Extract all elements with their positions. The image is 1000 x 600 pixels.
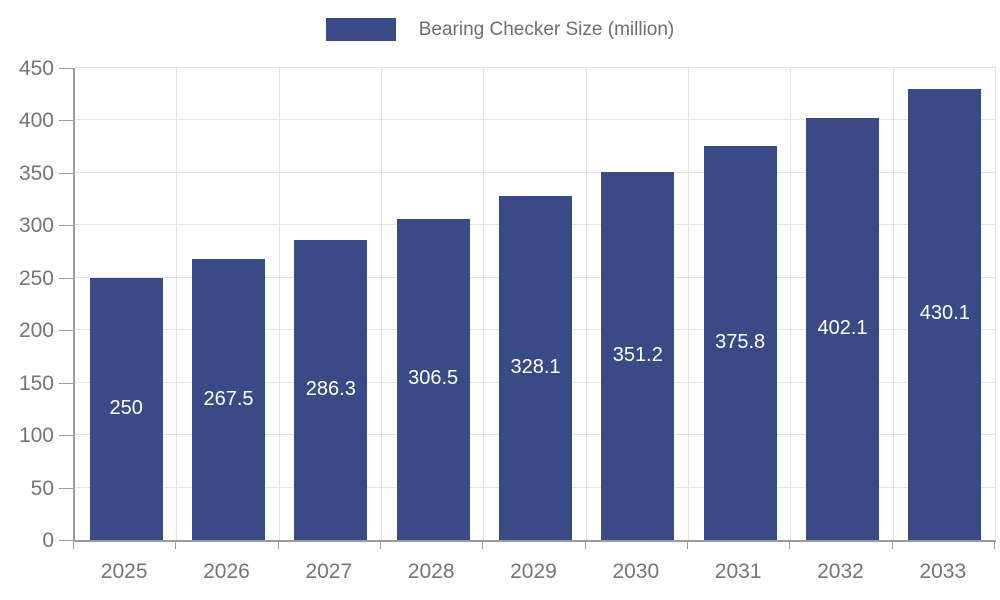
bar-2027: 286.3: [294, 239, 368, 540]
x-category-label: 2025: [100, 560, 148, 583]
y-tick-label: 400: [18, 109, 54, 133]
x-category-label: 2033: [919, 560, 967, 583]
v-gridline: [585, 68, 587, 540]
y-tick-label: 150: [18, 371, 54, 395]
x-tick-mark: [687, 542, 688, 549]
x-tick-mark: [380, 542, 381, 549]
v-gridline: [483, 68, 485, 540]
bar-value-label: 351.2: [612, 343, 663, 366]
h-gridline: [75, 119, 996, 121]
y-tick-mark: [59, 277, 73, 279]
legend[interactable]: Bearing Checker Size (million): [0, 18, 1000, 41]
x-tick-mark: [994, 542, 995, 549]
bar-2026: 267.5: [192, 259, 265, 540]
y-tick-label: 350: [18, 161, 54, 185]
bar-value-label: 286.3: [305, 377, 356, 400]
bar-value-label: 267.5: [203, 387, 254, 410]
x-tick-mark: [482, 542, 484, 549]
y-tick-mark: [59, 225, 73, 227]
v-gridline: [688, 68, 689, 540]
v-gridline: [176, 68, 178, 540]
y-tick-mark: [59, 382, 73, 384]
bar-value-label: 375.8: [715, 330, 766, 353]
y-tick-label: 50: [30, 476, 54, 500]
x-tick-mark: [891, 542, 893, 549]
bar-2033: 430.1: [908, 88, 982, 540]
bar-2032: 402.1: [806, 118, 879, 540]
bar-2029: 328.1: [499, 195, 572, 540]
v-gridline: [995, 68, 996, 540]
y-tick-mark: [59, 435, 73, 437]
y-tick-mark: [59, 120, 73, 122]
bar-value-label: 430.1: [919, 302, 970, 325]
h-gridline: [75, 171, 996, 173]
v-gridline: [381, 68, 382, 540]
bar-value-label: 328.1: [510, 355, 561, 378]
h-gridline: [75, 67, 996, 68]
y-tick-label: 100: [18, 424, 54, 448]
legend-label: Bearing Checker Size (million): [418, 18, 675, 40]
x-category-label: 2030: [612, 560, 660, 583]
x-tick-mark: [584, 542, 586, 549]
bar-2028: 306.5: [396, 218, 470, 540]
x-tick-mark: [175, 542, 177, 549]
bar-value-label: 306.5: [408, 367, 459, 390]
x-category-label: 2027: [305, 560, 353, 583]
bar-2030: 351.2: [601, 171, 675, 540]
x-tick-mark: [789, 542, 791, 549]
x-category-label: 2026: [203, 560, 250, 583]
bar-value-label: 402.1: [817, 317, 868, 340]
y-tick-label: 0: [42, 529, 54, 552]
v-gridline: [790, 68, 792, 540]
x-category-label: 2029: [510, 560, 557, 583]
y-tick-mark: [59, 487, 73, 489]
y-tick-label: 450: [18, 57, 54, 80]
x-category-label: 2028: [407, 560, 455, 583]
y-tick-label: 250: [18, 266, 54, 290]
x-tick-mark: [73, 542, 74, 549]
x-tick-mark: [277, 542, 279, 549]
plot-area: 250 267.5 286.3 306.5 328.1 351.2 375.8 402.1 43…: [73, 67, 996, 542]
y-tick-mark: [59, 68, 73, 69]
v-gridline: [278, 68, 280, 540]
x-category-label: 2031: [714, 560, 762, 583]
v-gridline: [892, 68, 894, 540]
y-tick-label: 200: [18, 319, 54, 343]
y-tick-mark: [59, 540, 73, 541]
bar-2031: 375.8: [703, 145, 777, 540]
bar-value-label: 250: [109, 396, 143, 419]
y-tick-mark: [59, 330, 73, 332]
x-category-label: 2032: [817, 560, 864, 583]
legend-swatch: [325, 18, 396, 41]
bar-2025: 250: [89, 277, 163, 540]
y-tick-label: 300: [18, 214, 54, 238]
y-tick-mark: [59, 172, 73, 174]
